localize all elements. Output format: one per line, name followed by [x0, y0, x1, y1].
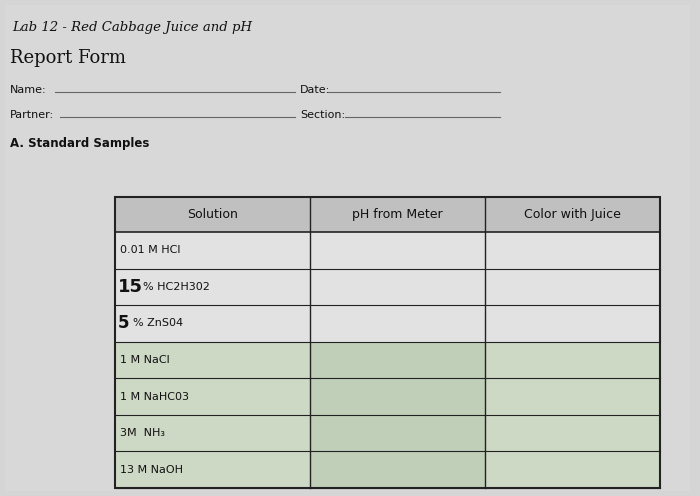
Text: Section:: Section: — [300, 110, 345, 120]
Text: 5: 5 — [118, 314, 130, 332]
Text: A. Standard Samples: A. Standard Samples — [10, 136, 149, 149]
Text: 1 M NaCl: 1 M NaCl — [120, 355, 169, 365]
Text: Name:: Name: — [10, 85, 47, 95]
Text: 15: 15 — [118, 278, 143, 296]
Bar — [310, 415, 485, 451]
Bar — [115, 415, 660, 451]
Bar — [310, 451, 485, 488]
Bar — [115, 342, 660, 378]
Bar — [115, 451, 660, 488]
Text: % HC2H302: % HC2H302 — [143, 282, 210, 292]
Bar — [310, 378, 485, 415]
Text: 0.01 M HCl: 0.01 M HCl — [120, 246, 181, 255]
Bar — [115, 197, 660, 488]
Text: Report Form: Report Form — [10, 49, 126, 67]
Text: Color with Juice: Color with Juice — [524, 208, 621, 221]
Bar — [115, 378, 660, 415]
Text: 1 M NaHC03: 1 M NaHC03 — [120, 391, 189, 402]
Text: pH from Meter: pH from Meter — [352, 208, 443, 221]
Bar — [115, 268, 660, 305]
Text: Partner:: Partner: — [10, 110, 54, 120]
Text: Solution: Solution — [187, 208, 238, 221]
Text: Lab 12 - Red Cabbage Juice and pH: Lab 12 - Red Cabbage Juice and pH — [12, 21, 252, 35]
Bar — [115, 197, 660, 232]
Text: Date:: Date: — [300, 85, 330, 95]
Bar — [310, 342, 485, 378]
Text: % ZnS04: % ZnS04 — [133, 318, 183, 328]
Bar — [115, 305, 660, 342]
Text: 13 M NaOH: 13 M NaOH — [120, 465, 183, 475]
Bar — [115, 232, 660, 268]
Text: 3M  NH₃: 3M NH₃ — [120, 428, 165, 438]
